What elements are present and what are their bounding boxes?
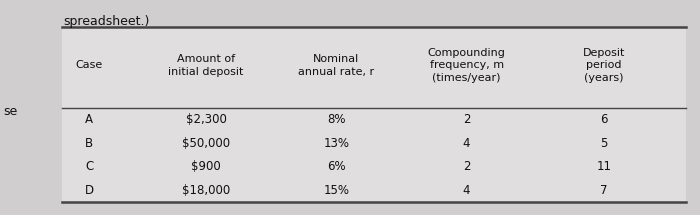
Text: Amount of
initial deposit: Amount of initial deposit <box>168 54 244 77</box>
Text: 7: 7 <box>600 184 608 197</box>
Text: $2,300: $2,300 <box>186 113 226 126</box>
Text: Case: Case <box>76 60 103 70</box>
Text: 2: 2 <box>463 160 470 173</box>
Text: spreadsheet.): spreadsheet.) <box>63 15 149 28</box>
Text: 15%: 15% <box>323 184 349 197</box>
Text: 4: 4 <box>463 184 470 197</box>
Text: Compounding
frequency, m
(times/year): Compounding frequency, m (times/year) <box>428 48 505 83</box>
Text: 6: 6 <box>600 113 608 126</box>
Text: 4: 4 <box>463 137 470 150</box>
Text: Nominal
annual rate, r: Nominal annual rate, r <box>298 54 374 77</box>
Text: 13%: 13% <box>323 137 349 150</box>
Text: 8%: 8% <box>327 113 346 126</box>
Text: se: se <box>4 105 18 118</box>
Text: D: D <box>85 184 94 197</box>
Text: $50,000: $50,000 <box>182 137 230 150</box>
Text: B: B <box>85 137 93 150</box>
Text: $18,000: $18,000 <box>182 184 230 197</box>
Text: C: C <box>85 160 93 173</box>
Text: 2: 2 <box>463 113 470 126</box>
Bar <box>62 28 686 202</box>
Text: 6%: 6% <box>327 160 346 173</box>
Text: 5: 5 <box>600 137 608 150</box>
Text: 11: 11 <box>596 160 611 173</box>
Text: A: A <box>85 113 93 126</box>
Text: Deposit
period
(years): Deposit period (years) <box>582 48 625 83</box>
Text: $900: $900 <box>191 160 220 173</box>
